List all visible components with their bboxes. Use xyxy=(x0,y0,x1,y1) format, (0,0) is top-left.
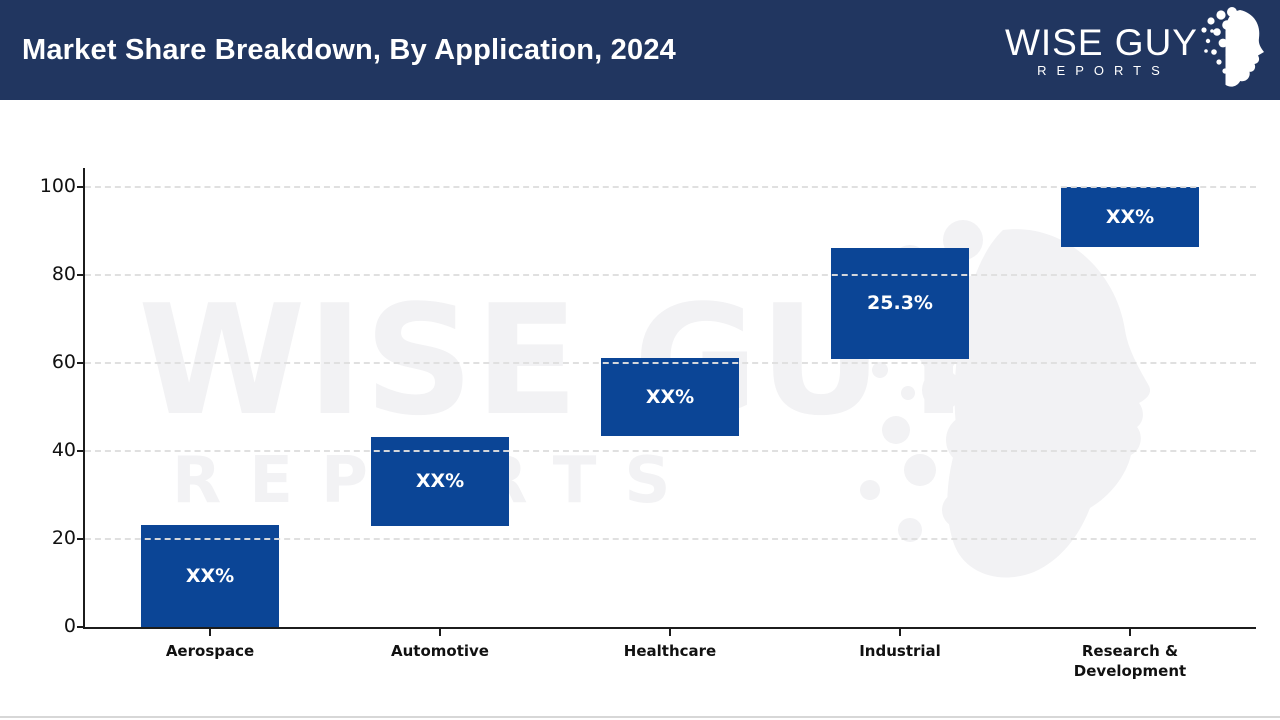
y-tick xyxy=(77,450,85,452)
x-axis-label: Research & Development xyxy=(1073,642,1187,680)
y-axis-tick-label: 80 xyxy=(51,263,76,285)
gridline xyxy=(85,274,1256,276)
bar-value-label: XX% xyxy=(645,386,695,409)
x-axis-label: Industrial xyxy=(859,642,941,660)
bar-industrial xyxy=(831,247,969,360)
bar-healthcare xyxy=(601,358,739,437)
bar-aerospace xyxy=(141,524,279,627)
header: Market Share Breakdown, By Application, … xyxy=(0,0,1280,100)
brand-subtitle: REPORTS xyxy=(1037,62,1170,78)
y-axis-tick-label: 40 xyxy=(51,439,76,461)
x-tick xyxy=(669,629,671,636)
x-tick xyxy=(1129,629,1131,636)
x-axis-label: Aerospace xyxy=(165,642,255,660)
x-axis-line xyxy=(83,627,1256,629)
bar-value-label: 25.3% xyxy=(867,292,933,315)
bar-value-label: XX% xyxy=(415,470,465,493)
y-tick xyxy=(77,362,85,364)
brand-head-icon xyxy=(1201,7,1264,87)
page-title: Market Share Breakdown, By Application, … xyxy=(22,33,676,66)
gridline xyxy=(85,450,1256,452)
y-tick xyxy=(77,538,85,540)
x-tick xyxy=(439,629,441,636)
y-tick xyxy=(77,626,85,628)
brand-logo: WISE GUY REPORTS xyxy=(1005,6,1266,94)
gridline xyxy=(85,362,1256,364)
x-tick xyxy=(899,629,901,636)
y-tick xyxy=(77,274,85,276)
y-axis-tick-label: 0 xyxy=(63,615,76,637)
gridline xyxy=(85,538,1256,540)
y-axis-tick-label: 60 xyxy=(51,351,76,373)
watermark-head-icon xyxy=(858,220,1151,578)
bar-value-label: XX% xyxy=(1105,206,1155,229)
x-axis-label: Automotive xyxy=(391,642,489,660)
bottom-divider xyxy=(0,716,1280,718)
brand-logo-text: WISE GUY REPORTS xyxy=(1005,24,1198,77)
bar-value-label: XX% xyxy=(185,564,235,587)
brand-name: WISE GUY xyxy=(1004,21,1198,63)
x-tick xyxy=(209,629,211,636)
y-axis-line xyxy=(83,168,85,629)
y-tick xyxy=(77,186,85,188)
y-axis-tick-label: 100 xyxy=(39,175,76,197)
x-axis-label: Healthcare xyxy=(623,642,717,660)
gridline xyxy=(85,186,1256,188)
y-axis-tick-label: 20 xyxy=(51,527,76,549)
bar-research-development xyxy=(1061,187,1199,248)
